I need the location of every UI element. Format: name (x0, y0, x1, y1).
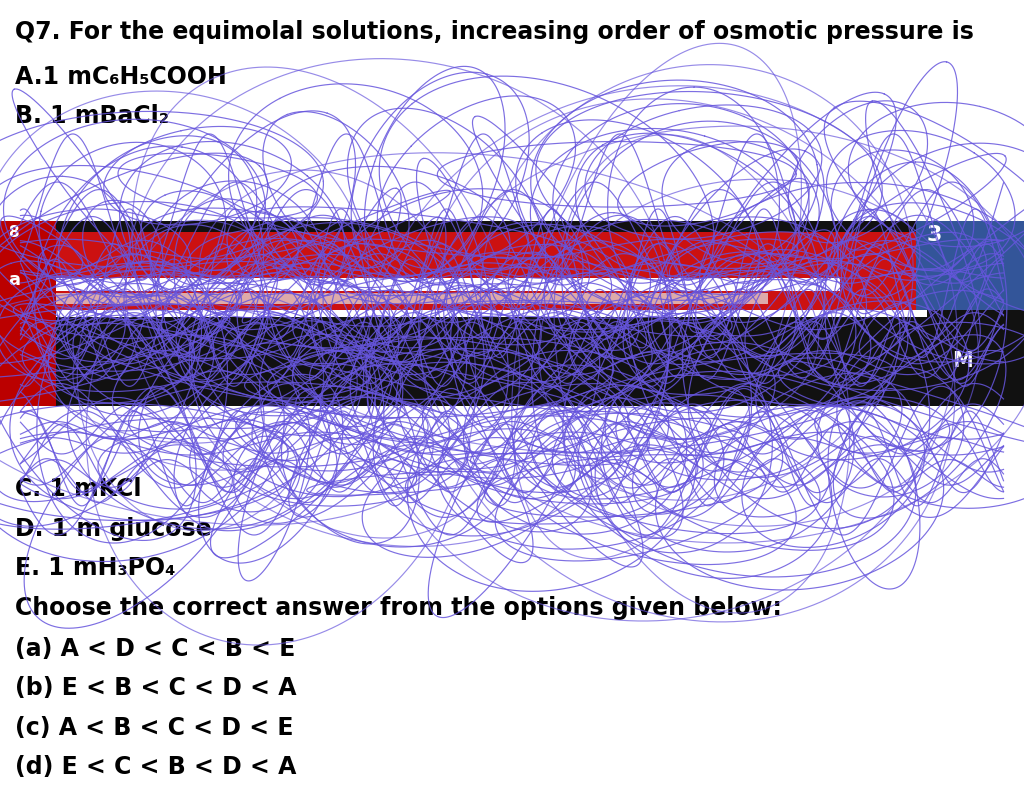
Text: E. 1 mH₃PO₄: E. 1 mH₃PO₄ (15, 556, 176, 580)
Bar (916, 221, 1024, 310)
Bar (0, 294, 768, 305)
Bar (0, 221, 1024, 406)
Text: D. 1 m glucose: D. 1 m glucose (15, 517, 212, 540)
Bar (56, 310, 927, 317)
Text: A.1 mC₆H₅COOH: A.1 mC₆H₅COOH (15, 65, 227, 88)
Bar (0, 221, 56, 406)
Text: (b) E < B < C < D < A: (b) E < B < C < D < A (15, 676, 297, 700)
Text: (a) A < D < C < B < E: (a) A < D < C < B < E (15, 637, 296, 660)
Bar (0, 232, 1024, 310)
Text: B. 1 mBaCl₂: B. 1 mBaCl₂ (15, 104, 170, 128)
Text: a: a (8, 271, 20, 289)
Text: (d) E < C < B < D < A: (d) E < C < B < D < A (15, 755, 297, 779)
Bar (916, 310, 1024, 406)
Text: M: M (952, 351, 973, 371)
Text: Choose the correct answer from the options given below:: Choose the correct answer from the optio… (15, 596, 782, 619)
Text: Q7. For the equimolal solutions, increasing order of osmotic pressure is: Q7. For the equimolal solutions, increas… (15, 20, 974, 43)
Text: C. 1 mKCl: C. 1 mKCl (15, 477, 142, 501)
Text: 8: 8 (8, 225, 18, 240)
Bar (0, 279, 840, 291)
Text: (c) A < B < C < D < E: (c) A < B < C < D < E (15, 716, 294, 739)
Text: 3: 3 (927, 225, 942, 245)
